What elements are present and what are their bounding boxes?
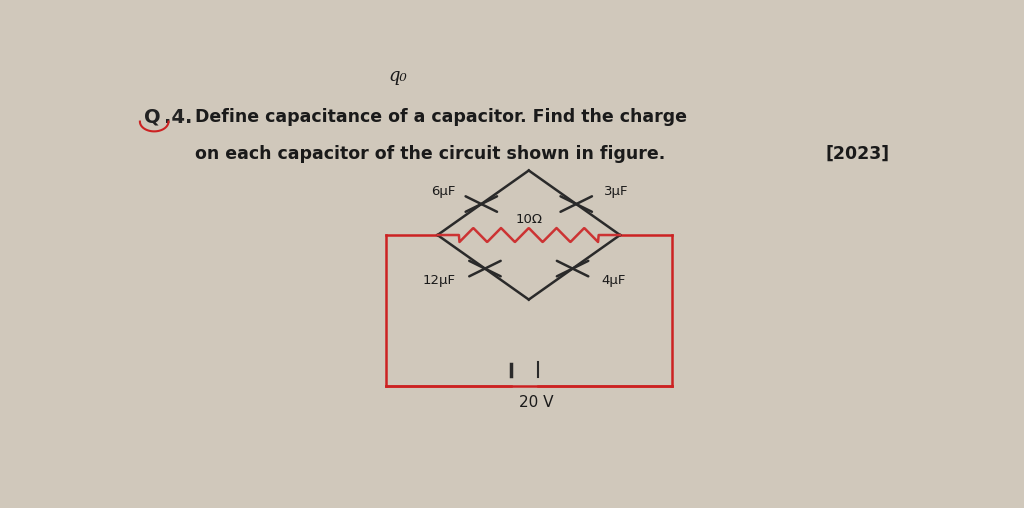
Text: Define capacitance of a capacitor. Find the charge: Define capacitance of a capacitor. Find … <box>196 108 687 126</box>
Text: 20 V: 20 V <box>519 395 554 410</box>
Text: 6μF: 6μF <box>431 184 456 198</box>
Text: 3μF: 3μF <box>604 184 628 198</box>
Text: 4μF: 4μF <box>602 274 626 287</box>
Text: on each capacitor of the circuit shown in figure.: on each capacitor of the circuit shown i… <box>196 145 666 163</box>
Text: .4.: .4. <box>164 108 193 127</box>
Text: 12μF: 12μF <box>423 274 456 287</box>
Text: q₀: q₀ <box>388 67 408 85</box>
Text: [2023]: [2023] <box>825 145 890 163</box>
Text: 10Ω: 10Ω <box>515 213 543 227</box>
Text: Q: Q <box>143 108 161 127</box>
